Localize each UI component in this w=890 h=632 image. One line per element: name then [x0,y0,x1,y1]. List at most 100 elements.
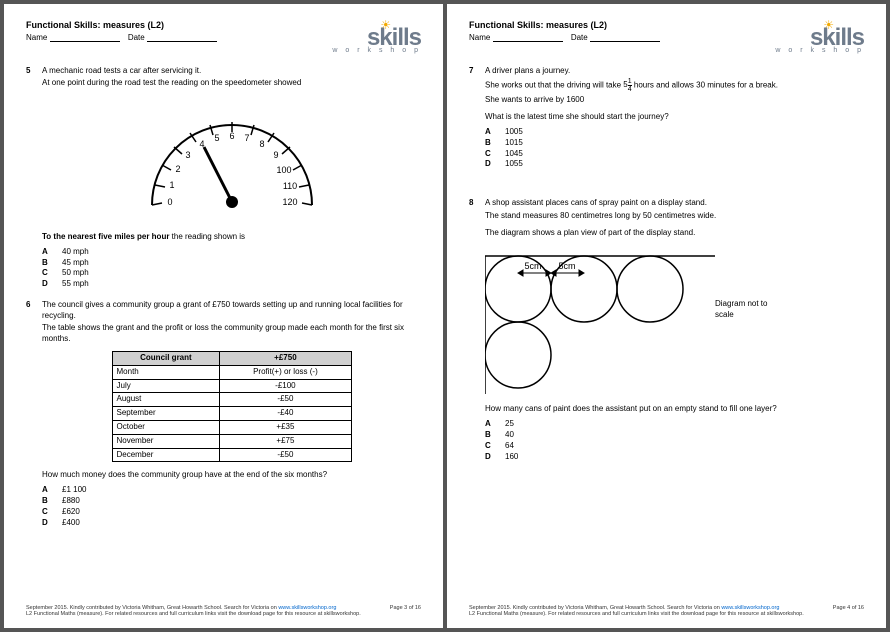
q6-table: Council grant+£750 MonthProfit(+) or los… [112,351,352,462]
diagram-note: Diagram not to scale [715,299,775,321]
q7-line2a: She works out that the driving will take [485,81,623,90]
q6-choices: A£1 100 B£880 C£620 D£400 [42,485,421,528]
date-field[interactable] [147,32,217,42]
choice-letter: D [42,518,62,529]
col-month: Month [112,365,220,379]
page-right: Functional Skills: measures (L2) Name Da… [447,4,886,628]
dim-label-1: 5cm [524,261,541,271]
logo: ☀ skills w o r k s h o p [332,20,421,54]
q7-choices: A1005 B1015 C1045 D1055 [485,127,864,170]
table-cell: -£40 [220,407,351,421]
logo: ☀ skills w o r k s h o p [775,20,864,54]
choice-value: 25 [505,419,585,430]
q5-line1: A mechanic road tests a car after servic… [42,66,421,77]
svg-text:3: 3 [185,150,190,160]
footer-line2: L2 Functional Maths (measure). For relat… [469,611,804,617]
choice-letter: A [485,419,505,430]
question-6: 6 The council gives a community group a … [26,300,421,529]
choice-value: 50 mph [62,268,89,279]
choice-value: £880 [62,496,142,507]
date-field[interactable] [590,32,660,42]
table-cell: December [112,448,220,462]
svg-text:7: 7 [244,133,249,143]
table-cell: October [112,421,220,435]
choice-value: 40 [505,430,585,441]
q8-line3: The diagram shows a plan view of part of… [485,228,864,239]
q7-line2: She works out that the driving will take… [485,78,864,93]
q6-line1: The council gives a community group a gr… [42,300,421,322]
table-cell: -£50 [220,393,351,407]
choice-value: 45 mph [62,258,89,269]
question-8: 8 A shop assistant places cans of spray … [469,198,864,462]
name-field[interactable] [50,32,120,42]
doc-title: Functional Skills: measures (L2) [469,20,775,30]
svg-text:1: 1 [169,180,174,190]
table-cell: +£75 [220,434,351,448]
choice-value: £620 [62,507,142,518]
choice-value: 64 [505,441,585,452]
choice-value: 1045 [505,149,585,160]
q7-line2b: hours and allows 30 minutes for a break. [632,81,778,90]
choice-value: 55 mph [62,279,89,290]
question-5: 5 A mechanic road tests a car after serv… [26,66,421,290]
q5-number: 5 [26,66,42,290]
dim-label-2: 5cm [558,261,575,271]
q6-prompt: How much money does the community group … [42,470,421,481]
col-profit: Profit(+) or loss (-) [220,365,351,379]
svg-text:110: 110 [282,181,296,191]
choice-value: 1015 [505,138,585,149]
page-header: Functional Skills: measures (L2) Name Da… [469,20,864,54]
page-number: Page 3 of 16 [390,605,421,618]
q6-line2: The table shows the grant and the profit… [42,323,421,345]
q8-line2: The stand measures 80 centimetres long b… [485,211,864,222]
choice-value: 1055 [505,159,585,170]
svg-text:100: 100 [276,165,291,175]
logo-sub: w o r k s h o p [332,48,421,54]
page-header: Functional Skills: measures (L2) Name Da… [26,20,421,54]
choice-letter: B [42,496,62,507]
q8-number: 8 [469,198,485,462]
choice-letter: D [485,159,505,170]
table-header-grant: Council grant [112,352,220,366]
table-header-amount: +£750 [220,352,351,366]
q6-number: 6 [26,300,42,529]
table-cell: July [112,379,220,393]
choice-value: 1005 [505,127,585,138]
choice-letter: C [485,441,505,452]
choice-value: £400 [62,518,142,529]
choice-letter: D [42,279,62,290]
q7-number: 7 [469,66,485,171]
choice-letter: C [42,507,62,518]
q8-choices: A25 B40 C64 D160 [485,419,864,462]
name-field[interactable] [493,32,563,42]
q5-prompt-bold: To the nearest five miles per hour [42,232,172,241]
svg-text:5: 5 [214,133,219,143]
choice-value: 160 [505,452,585,463]
q5-choices: A40 mph B45 mph C50 mph D55 mph [42,247,421,290]
table-cell: -£100 [220,379,351,393]
footer-line1: September 2015. Kindly contributed by Vi… [26,605,278,611]
choice-letter: D [485,452,505,463]
table-cell: November [112,434,220,448]
footer-link[interactable]: www.skillsworkshop.org [721,605,779,611]
choice-letter: C [485,149,505,160]
choice-letter: B [485,430,505,441]
footer-link[interactable]: www.skillsworkshop.org [278,605,336,611]
q8-line1: A shop assistant places cans of spray pa… [485,198,864,209]
name-label: Name [469,33,490,42]
q7-line3: She wants to arrive by 1600 [485,95,864,106]
speedometer-diagram: 0 1 2 3 4 5 6 7 8 9 100 110 120 [42,95,421,224]
choice-value: £1 100 [62,485,142,496]
logo-sub: w o r k s h o p [775,48,864,54]
q7-line1: A driver plans a journey. [485,66,864,77]
table-cell: August [112,393,220,407]
svg-text:2: 2 [175,164,180,174]
q7-prompt: What is the latest time she should start… [485,112,864,123]
q5-prompt: To the nearest five miles per hour the r… [42,232,421,243]
choice-letter: B [42,258,62,269]
doc-title: Functional Skills: measures (L2) [26,20,332,30]
circles-diagram: 5cm 5cm Diagram not to scale [485,244,765,394]
svg-text:8: 8 [259,139,264,149]
svg-text:9: 9 [273,150,278,160]
page-number: Page 4 of 16 [833,605,864,618]
